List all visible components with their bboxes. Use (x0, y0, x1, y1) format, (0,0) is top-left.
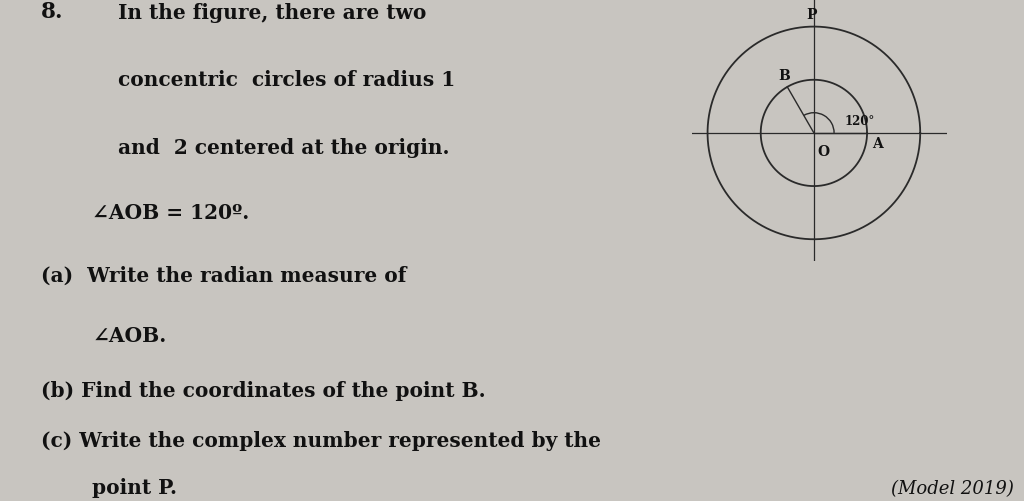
Text: ∠AOB = 120º.: ∠AOB = 120º. (92, 203, 250, 223)
Text: P: P (806, 9, 816, 23)
Text: O: O (817, 145, 829, 159)
Text: point P.: point P. (92, 478, 177, 498)
Text: (Model 2019): (Model 2019) (891, 480, 1014, 498)
Text: A: A (871, 137, 883, 151)
Text: (b) Find the coordinates of the point B.: (b) Find the coordinates of the point B. (41, 381, 485, 401)
Text: 120°: 120° (845, 115, 874, 128)
Text: (c) Write the complex number represented by the: (c) Write the complex number represented… (41, 431, 601, 451)
Text: concentric  circles of radius 1: concentric circles of radius 1 (118, 70, 455, 90)
Text: 8.: 8. (41, 1, 63, 23)
Text: B: B (779, 69, 791, 83)
Text: In the figure, there are two: In the figure, there are two (118, 3, 426, 23)
Text: ∠AOB.: ∠AOB. (92, 326, 167, 346)
Text: and  2 centered at the origin.: and 2 centered at the origin. (118, 138, 450, 158)
Text: (a)  Write the radian measure of: (a) Write the radian measure of (41, 266, 407, 286)
